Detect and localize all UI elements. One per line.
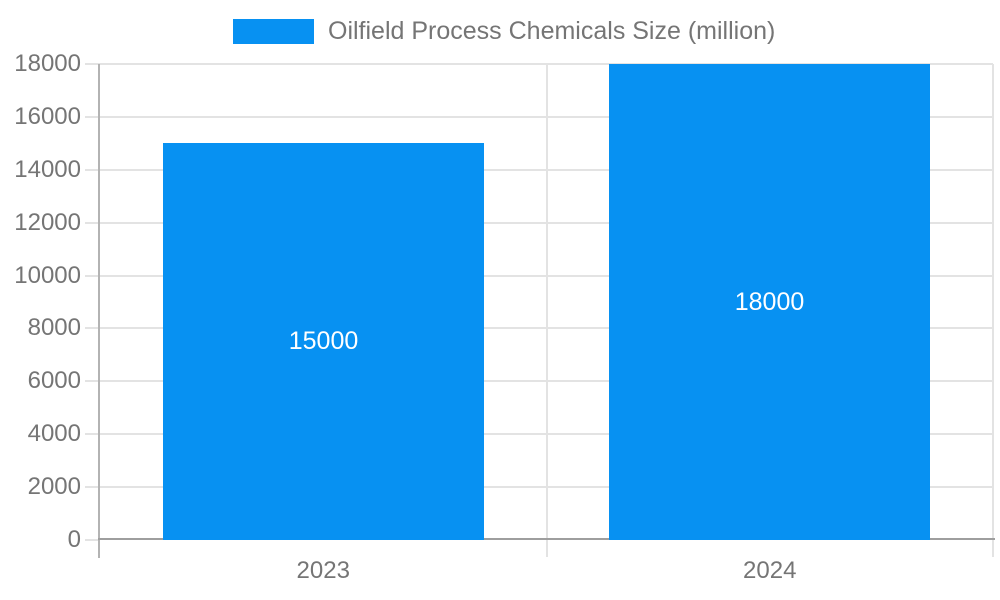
y-axis-tick-label: 12000 [14, 208, 81, 236]
y-axis-tick [85, 115, 100, 118]
y-axis-tick [85, 63, 100, 65]
y-axis-tick-label: 2000 [27, 473, 81, 501]
y-axis-tick-label: 0 [67, 526, 81, 553]
x-axis-line [98, 538, 995, 540]
y-axis-tick-label: 8000 [27, 314, 81, 342]
y-axis-tick [85, 486, 100, 489]
legend-label: Oilfield Process Chemicals Size (million… [328, 17, 776, 45]
bar-2023[interactable]: 15000 [163, 143, 484, 540]
y-axis-tick-label: 4000 [27, 420, 81, 448]
y-axis-tick-label: 18000 [14, 50, 81, 77]
bar-2024[interactable]: 18000 [609, 64, 930, 540]
y-axis-tick [85, 433, 100, 436]
y-axis-tick [85, 168, 100, 171]
y-axis-tick-label: 6000 [27, 367, 81, 395]
x-axis-label: 2023 [296, 557, 350, 584]
vertical-gridline [546, 64, 548, 557]
y-axis-tick [85, 274, 100, 277]
y-axis-line [98, 64, 100, 558]
vertical-gridline [992, 64, 994, 557]
plot-area: 0 2000 4000 6000 8000 10000 12000 14000 16000 180… [14, 52, 995, 583]
y-axis-tick [85, 221, 100, 224]
bar-value-label: 15000 [288, 327, 359, 355]
legend-item[interactable]: Oilfield Process Chemicals Size (million… [233, 17, 775, 46]
x-axis-label: 2024 [743, 557, 797, 584]
bar-value-label: 18000 [734, 287, 805, 316]
y-axis-tick-label: 14000 [14, 155, 81, 183]
legend-swatch [233, 19, 314, 44]
y-axis-tick-label: 16000 [14, 102, 81, 130]
y-axis-tick [85, 380, 100, 383]
y-axis-tick [85, 327, 100, 330]
y-axis-tick-label: 10000 [14, 261, 81, 289]
y-axis-tick [85, 539, 100, 541]
